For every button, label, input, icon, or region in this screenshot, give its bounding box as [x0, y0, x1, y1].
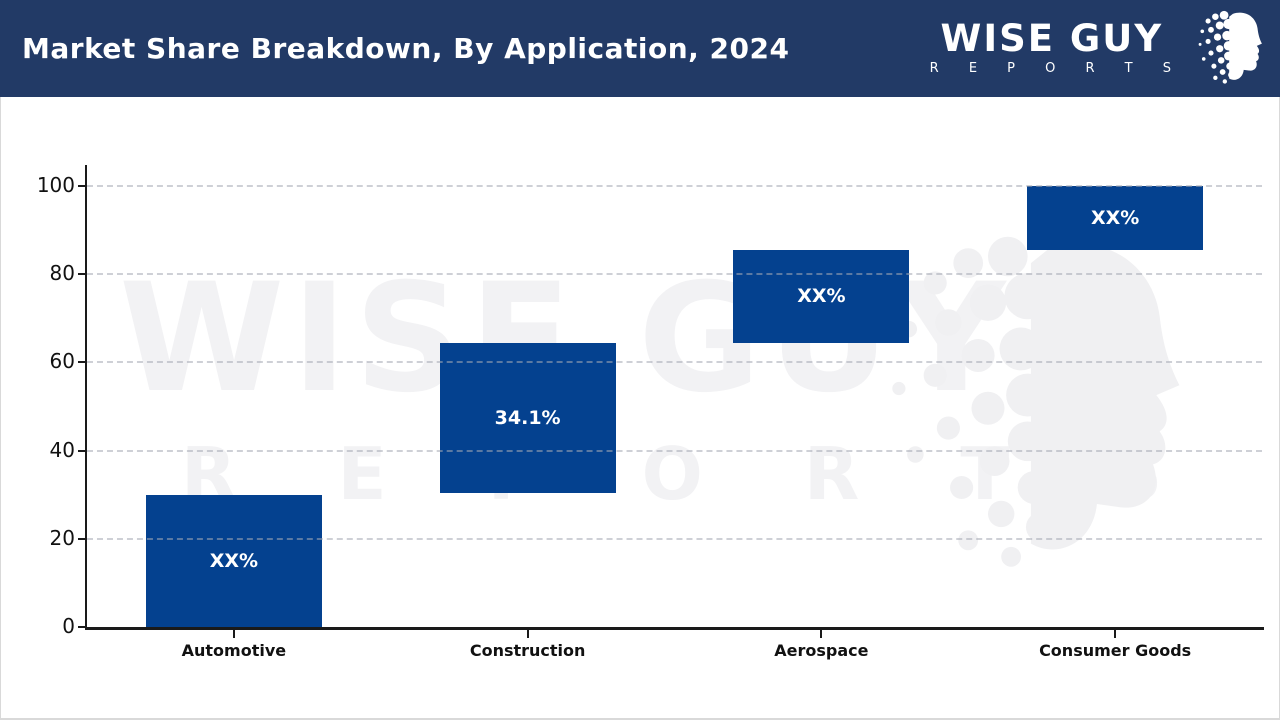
y-tick-label: 80 — [49, 261, 75, 286]
bar-value-label: XX% — [1090, 206, 1140, 229]
y-tick-mark — [78, 626, 87, 628]
y-tick-mark — [78, 537, 87, 540]
gridline-60 — [87, 361, 1262, 364]
y-tick-mark — [78, 185, 87, 187]
y-tick-mark — [78, 273, 87, 276]
gridline-40 — [87, 449, 1262, 452]
bar-value-label: 34.1% — [494, 406, 561, 429]
y-axis-line — [85, 165, 87, 630]
x-tick-mark — [232, 630, 235, 638]
page-title: Market Share Breakdown, By Application, … — [22, 32, 790, 65]
x-axis-line — [85, 627, 1264, 630]
x-tick-mark — [820, 630, 823, 638]
x-category-label: Construction — [469, 641, 586, 660]
bar-value-label: XX% — [797, 285, 846, 308]
dotted-head-icon — [1198, 10, 1262, 84]
logo-wordmark-sub: R E P O R T S — [929, 61, 1184, 77]
bar-construction: 34.1% — [439, 342, 616, 493]
bar-consumer-goods: XX% — [1027, 186, 1204, 250]
logo-wordmark-main: WISE GUY — [940, 16, 1164, 60]
x-category-label: Consumer Goods — [1039, 641, 1192, 660]
x-category-label: Aerospace — [774, 641, 869, 660]
y-tick-label: 100 — [36, 173, 75, 197]
gridline-20 — [87, 537, 1262, 540]
x-tick-mark — [1114, 630, 1117, 638]
gridline-100 — [87, 185, 1262, 187]
y-tick-mark — [78, 449, 87, 452]
gridline-80 — [87, 273, 1262, 276]
brand-logo: WISE GUY R E P O R T S — [920, 8, 1266, 88]
x-tick-mark — [526, 630, 529, 638]
y-tick-label: 40 — [49, 437, 75, 462]
header-bar: Market Share Breakdown, By Application, … — [0, 0, 1280, 97]
bar-aerospace: XX% — [733, 249, 910, 343]
y-tick-label: 60 — [49, 349, 75, 374]
x-category-label: Automotive — [181, 641, 287, 660]
y-tick-mark — [78, 361, 87, 364]
logo-wordmark: WISE GUY R E P O R T S — [920, 16, 1184, 77]
y-tick-label: 0 — [62, 614, 75, 638]
bar-automotive: XX% — [145, 494, 322, 627]
bar-value-label: XX% — [209, 549, 259, 572]
y-tick-label: 20 — [49, 525, 75, 550]
